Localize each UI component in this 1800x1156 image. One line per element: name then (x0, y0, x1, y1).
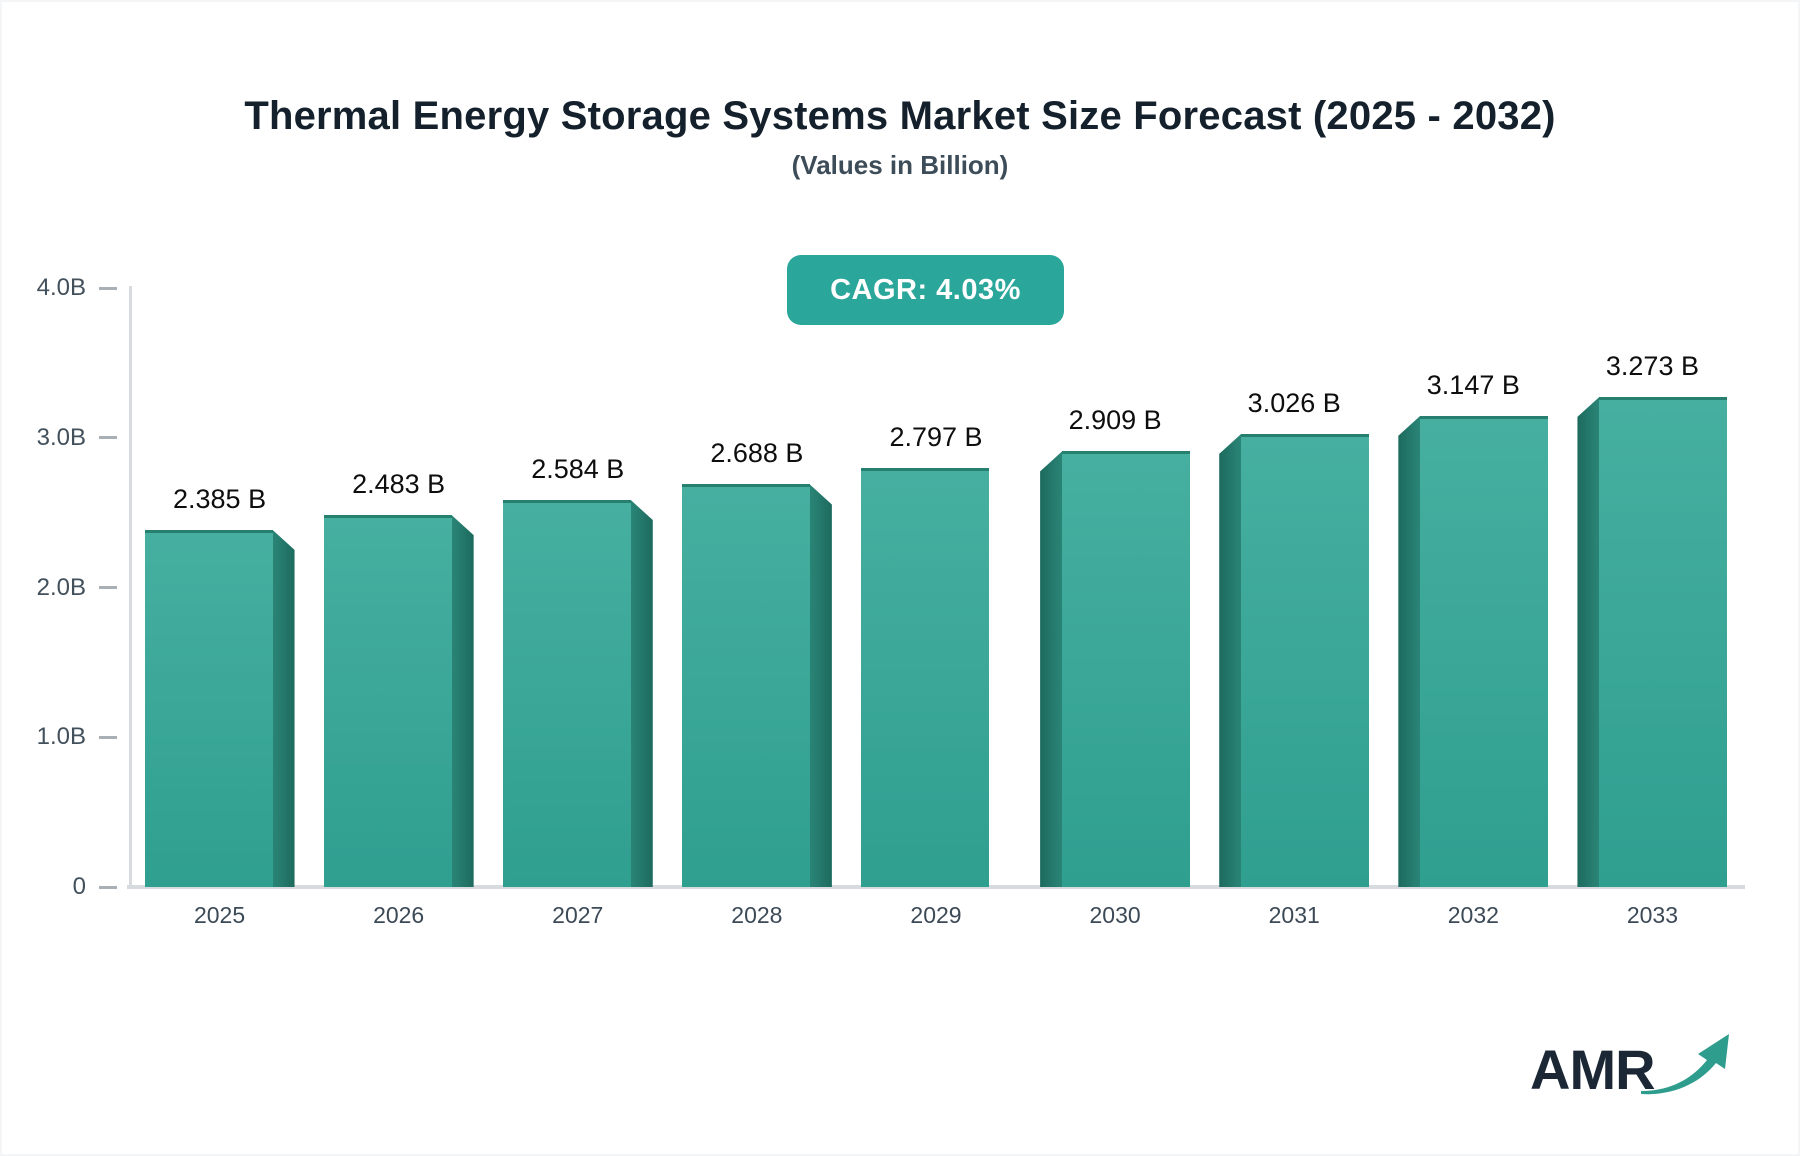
x-axis-category-label: 2027 (552, 902, 604, 928)
x-axis-category-label: 2026 (373, 902, 425, 928)
y-axis-tick-label: 4.0B (36, 274, 86, 301)
bar (1241, 433, 1370, 887)
chart-subtitle: (Values in Billion) (791, 150, 1009, 180)
y-axis-tick (99, 735, 117, 739)
y-axis-tick-label: 3.0B (36, 423, 86, 451)
bar-side-face (1219, 433, 1242, 887)
bar-value-label: 2.584 B (531, 454, 625, 485)
bar-side-face (630, 500, 653, 887)
y-axis-tick (99, 885, 117, 889)
bar (144, 529, 273, 887)
x-axis-category-label: 2033 (1626, 902, 1679, 928)
x-axis-category-label: 2032 (1447, 902, 1499, 928)
brand-logo-text: AMR (1530, 1038, 1656, 1101)
bar-side-face (272, 529, 295, 887)
bar-side-face (1040, 451, 1063, 887)
x-axis-category-label: 2029 (910, 902, 962, 928)
bar (861, 468, 989, 887)
bar-value-label: 3.273 B (1605, 350, 1699, 381)
y-axis-tick (99, 286, 117, 290)
bar-side-face (1398, 415, 1421, 887)
x-axis-category-label: 2031 (1268, 902, 1320, 928)
y-axis-tick (99, 436, 117, 440)
bar (1420, 415, 1549, 887)
bar-value-label: 2.688 B (710, 438, 804, 469)
y-axis-line (129, 286, 132, 887)
bar-value-label: 3.147 B (1426, 369, 1520, 400)
bar (502, 500, 631, 887)
bar (1599, 396, 1728, 887)
brand-logo: AMR (1530, 1030, 1735, 1098)
y-axis-tick-label: 0 (72, 873, 86, 900)
bar (681, 484, 810, 887)
bar-value-label: 2.909 B (1068, 405, 1162, 436)
y-axis-tick (99, 586, 117, 589)
y-axis-tick-label: 2.0B (36, 573, 86, 601)
bar-side-face (809, 484, 832, 887)
x-axis-category-label: 2028 (731, 902, 783, 928)
growth-arrow-icon (1640, 1034, 1729, 1095)
cagr-badge: CAGR: 4.03% (787, 255, 1064, 325)
bar (1062, 451, 1191, 887)
bar-value-label: 2.483 B (352, 469, 446, 500)
bar-side-face (451, 515, 474, 887)
x-axis-line (127, 885, 1745, 889)
bar (323, 515, 452, 887)
bar-side-face (1577, 396, 1600, 887)
bar-value-label: 2.797 B (889, 422, 983, 453)
bar-value-label: 2.385 B (173, 483, 267, 514)
y-axis-tick-label: 1.0B (36, 723, 86, 751)
x-axis-category-label: 2030 (1089, 902, 1141, 928)
chart-title: Thermal Energy Storage Systems Market Si… (244, 94, 1556, 138)
x-axis-category-label: 2025 (193, 902, 246, 928)
bar-value-label: 3.026 B (1247, 387, 1341, 418)
